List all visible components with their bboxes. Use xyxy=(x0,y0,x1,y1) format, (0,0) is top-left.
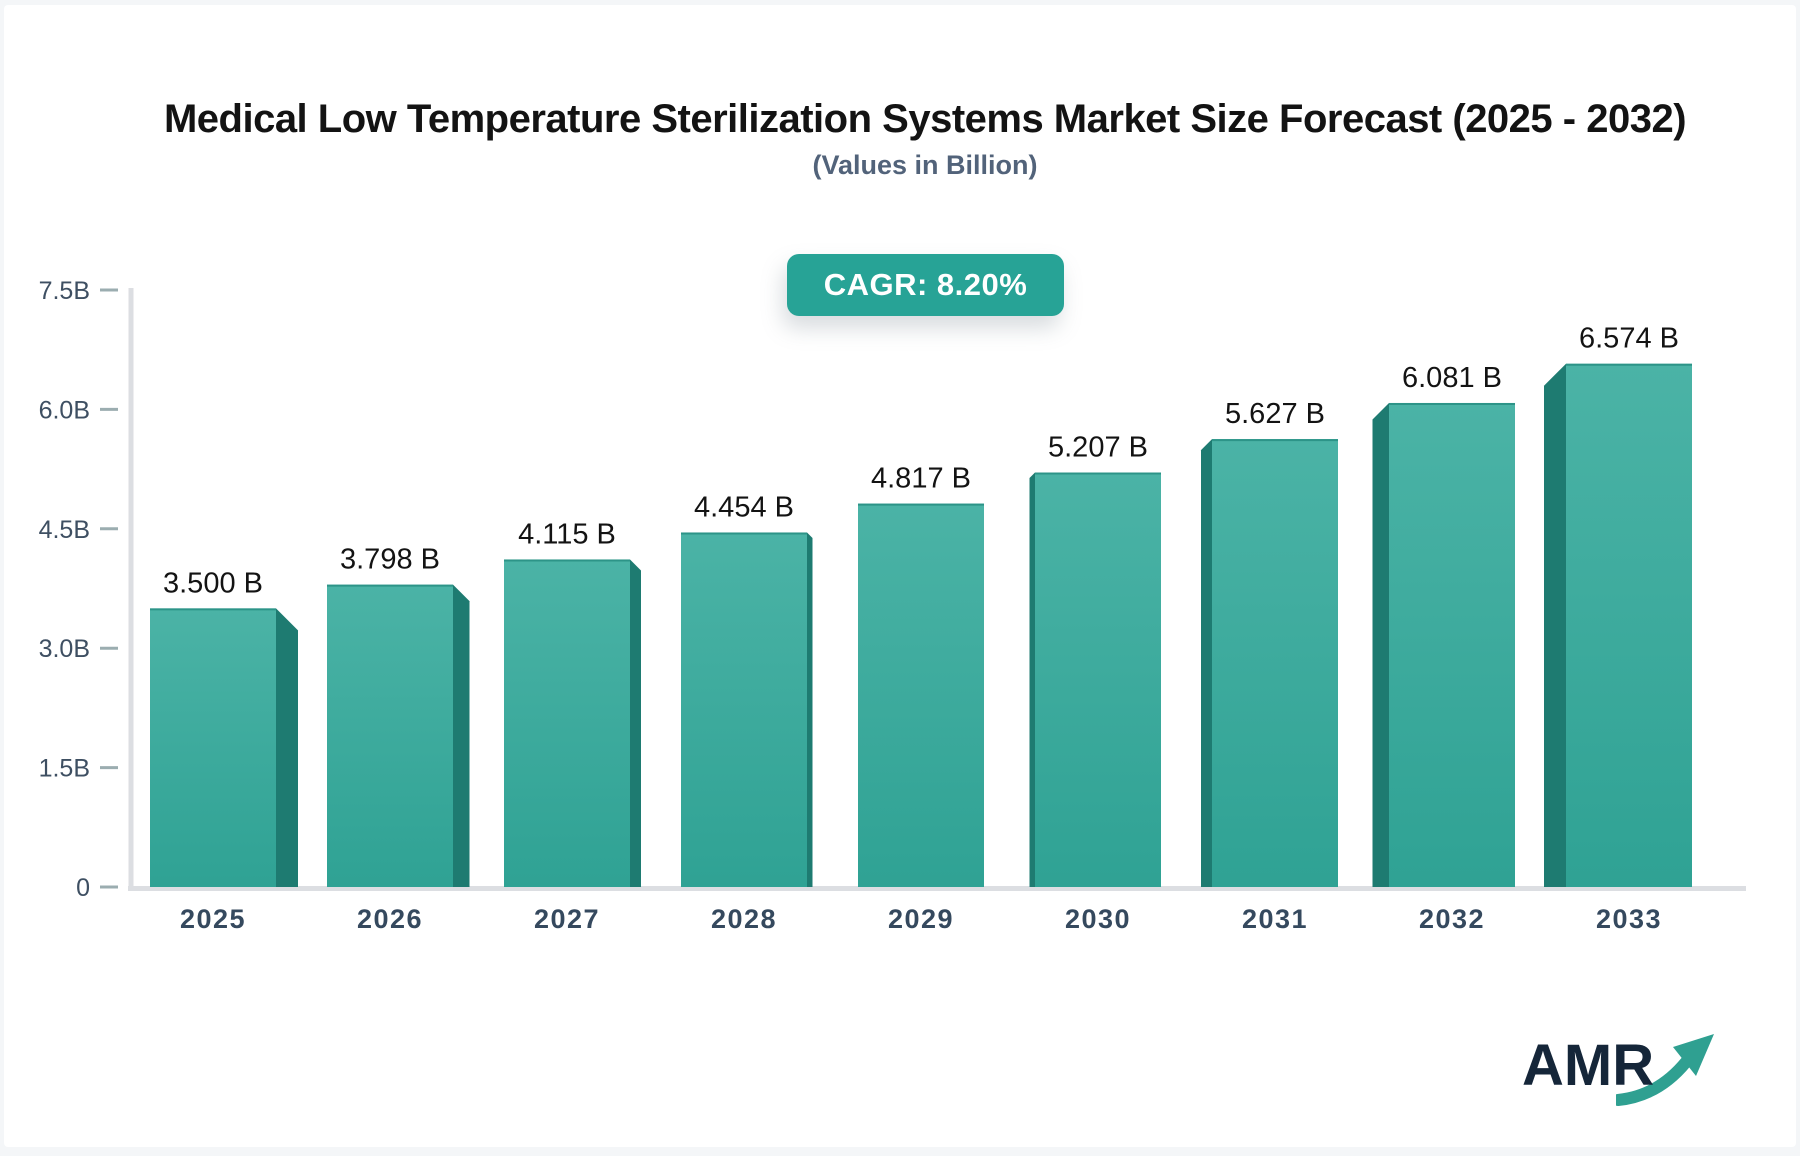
x-tick-label: 2025 xyxy=(180,904,246,934)
bar-2029 xyxy=(858,503,984,887)
x-tick-label: 2027 xyxy=(534,904,600,934)
amr-logo: AMR xyxy=(1522,1026,1722,1116)
bar-chart: 0 1.5B 3.0B 4.5B 6.0B 7.5B 3.500 B 2025 3.798 B 2… xyxy=(39,277,1746,934)
y-tick-label: 3.0B xyxy=(39,635,90,663)
y-axis-line xyxy=(128,288,134,889)
chart-title: Medical Low Temperature Sterilization Sy… xyxy=(163,97,1687,141)
bar-value-label: 4.115 B xyxy=(518,518,616,550)
x-tick-label: 2033 xyxy=(1596,904,1662,934)
x-tick-label: 2030 xyxy=(1065,904,1131,934)
y-tick-label: 4.5B xyxy=(39,516,90,544)
bar-value-label: 3.500 B xyxy=(163,567,263,599)
growth-arrow-icon xyxy=(1616,1034,1714,1106)
bar-value-label: 4.817 B xyxy=(871,463,971,495)
bar-value-label: 5.627 B xyxy=(1225,398,1325,430)
bar-2025 xyxy=(150,608,276,887)
bar-2030 xyxy=(1035,472,1161,887)
bar-value-label: 5.207 B xyxy=(1048,432,1148,464)
x-tick-label: 2032 xyxy=(1419,904,1485,934)
bar-side-2025 xyxy=(276,608,298,887)
y-tick-label: 0 xyxy=(76,874,90,902)
x-tick-label: 2028 xyxy=(711,904,777,934)
cagr-badge-label: CAGR: 8.20% xyxy=(823,267,1028,302)
x-tick-label: 2026 xyxy=(357,904,423,934)
y-tick-label: 6.0B xyxy=(39,396,90,424)
bar-2028 xyxy=(681,532,807,887)
y-tick-label: 1.5B xyxy=(39,755,90,783)
bar-side-2026 xyxy=(453,584,470,887)
x-tick-label: 2031 xyxy=(1242,904,1308,934)
cagr-badge: CAGR: 8.20% xyxy=(787,254,1064,316)
bar-2031 xyxy=(1212,439,1338,887)
bar-value-label: 4.454 B xyxy=(694,491,794,523)
bar-value-label: 3.798 B xyxy=(340,544,440,576)
bar-2027 xyxy=(504,559,630,887)
x-tick-label: 2029 xyxy=(888,904,954,934)
bar-value-label: 6.574 B xyxy=(1579,323,1679,355)
bar-side-2033 xyxy=(1544,363,1566,887)
amr-logo-text: AMR xyxy=(1522,1033,1655,1098)
x-axis-line xyxy=(128,886,1746,891)
bar-side-2032 xyxy=(1372,402,1389,887)
bar-value-label: 6.081 B xyxy=(1402,362,1502,394)
bar-side-2027 xyxy=(630,559,641,887)
bar-side-2028 xyxy=(807,532,813,887)
bar-2026 xyxy=(327,584,453,887)
bar-2032 xyxy=(1389,402,1515,887)
y-tick-label: 7.5B xyxy=(39,277,90,305)
bar-side-2030 xyxy=(1029,472,1035,887)
bar-side-2031 xyxy=(1201,439,1212,887)
bar-2033 xyxy=(1566,363,1692,887)
chart-subtitle: (Values in Billion) xyxy=(812,150,1038,180)
